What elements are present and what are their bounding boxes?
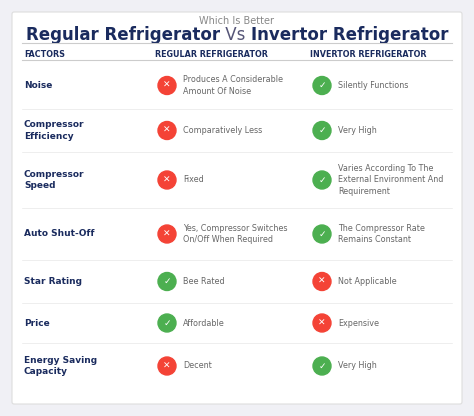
Circle shape xyxy=(313,314,331,332)
Text: Affordable: Affordable xyxy=(183,319,225,327)
Text: REGULAR REFRIGERATOR: REGULAR REFRIGERATOR xyxy=(155,50,268,59)
Circle shape xyxy=(313,225,331,243)
Text: ✕: ✕ xyxy=(318,319,326,327)
Circle shape xyxy=(158,121,176,139)
Text: ✕: ✕ xyxy=(163,126,171,135)
Text: ✓: ✓ xyxy=(163,277,171,286)
Circle shape xyxy=(158,357,176,375)
Circle shape xyxy=(313,272,331,290)
Text: Varies According To The
External Environment And
Requirement: Varies According To The External Environ… xyxy=(338,164,443,196)
Text: Which Is Better: Which Is Better xyxy=(200,16,274,26)
Text: Vs: Vs xyxy=(220,26,251,44)
Circle shape xyxy=(313,171,331,189)
Text: ✕: ✕ xyxy=(318,277,326,286)
Text: Yes, Compressor Switches
On/Off When Required: Yes, Compressor Switches On/Off When Req… xyxy=(183,224,288,244)
Text: Not Applicable: Not Applicable xyxy=(338,277,397,286)
Text: ✕: ✕ xyxy=(163,230,171,238)
Circle shape xyxy=(158,77,176,94)
Text: Compressor
Speed: Compressor Speed xyxy=(24,170,84,191)
Text: Produces A Considerable
Amount Of Noise: Produces A Considerable Amount Of Noise xyxy=(183,75,283,96)
Circle shape xyxy=(158,272,176,290)
Text: ✓: ✓ xyxy=(163,319,171,327)
Circle shape xyxy=(158,225,176,243)
Text: Expensive: Expensive xyxy=(338,319,379,327)
Text: Decent: Decent xyxy=(183,362,212,371)
Text: ✕: ✕ xyxy=(163,81,171,90)
Text: ✓: ✓ xyxy=(318,126,326,135)
Circle shape xyxy=(313,357,331,375)
Text: Fixed: Fixed xyxy=(183,176,204,185)
Text: ✓: ✓ xyxy=(318,230,326,238)
Text: ✕: ✕ xyxy=(163,176,171,185)
Text: Bee Rated: Bee Rated xyxy=(183,277,225,286)
Text: FACTORS: FACTORS xyxy=(24,50,65,59)
Text: Very High: Very High xyxy=(338,126,377,135)
Text: INVERTOR REFRIGERATOR: INVERTOR REFRIGERATOR xyxy=(310,50,427,59)
FancyBboxPatch shape xyxy=(12,12,462,404)
Text: Invertor Refrigerator: Invertor Refrigerator xyxy=(251,26,448,44)
Text: Star Rating: Star Rating xyxy=(24,277,82,286)
Text: ✕: ✕ xyxy=(163,362,171,371)
Text: Regular Refrigerator: Regular Refrigerator xyxy=(26,26,220,44)
Text: The Compressor Rate
Remains Constant: The Compressor Rate Remains Constant xyxy=(338,224,425,244)
Text: ✓: ✓ xyxy=(318,362,326,371)
Text: ✓: ✓ xyxy=(318,81,326,90)
Text: Energy Saving
Capacity: Energy Saving Capacity xyxy=(24,356,97,376)
Text: Price: Price xyxy=(24,319,50,327)
Circle shape xyxy=(313,121,331,139)
Text: Silently Functions: Silently Functions xyxy=(338,81,409,90)
Text: Compressor
Efficiency: Compressor Efficiency xyxy=(24,120,84,141)
Circle shape xyxy=(313,77,331,94)
Circle shape xyxy=(158,171,176,189)
Text: Auto Shut-Off: Auto Shut-Off xyxy=(24,230,94,238)
Text: Noise: Noise xyxy=(24,81,52,90)
Text: Very High: Very High xyxy=(338,362,377,371)
Text: ✓: ✓ xyxy=(318,176,326,185)
Text: Comparatively Less: Comparatively Less xyxy=(183,126,262,135)
Circle shape xyxy=(158,314,176,332)
